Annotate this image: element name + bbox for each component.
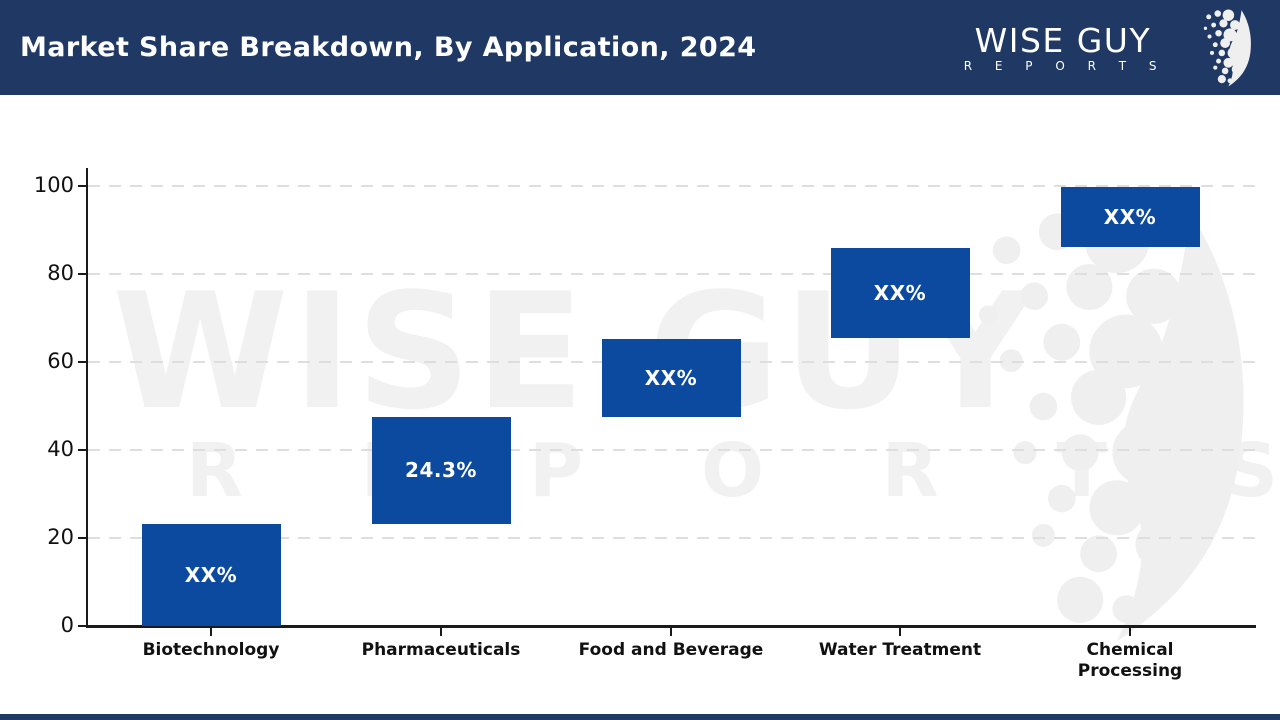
y-axis bbox=[86, 168, 88, 626]
y-tick bbox=[78, 185, 88, 187]
logo-text: WISE GUY R E P O R T S bbox=[960, 24, 1166, 72]
gridline bbox=[88, 449, 1256, 451]
x-tick bbox=[670, 628, 672, 636]
x-axis bbox=[86, 625, 1256, 628]
y-tick-label: 40 bbox=[47, 437, 74, 461]
category-label: Pharmaceuticals bbox=[361, 640, 521, 660]
y-tick-label: 20 bbox=[47, 525, 74, 549]
header-bar: Market Share Breakdown, By Application, … bbox=[0, 0, 1280, 95]
bar: XX% bbox=[601, 339, 741, 417]
x-tick bbox=[210, 628, 212, 636]
y-tick-label: 80 bbox=[47, 261, 74, 285]
y-tick bbox=[78, 625, 88, 627]
category-label: Biotechnology bbox=[142, 640, 280, 660]
bar-value-label: XX% bbox=[873, 280, 927, 305]
bar: XX% bbox=[141, 523, 281, 626]
y-tick-label: 100 bbox=[33, 173, 74, 197]
head-dots-icon bbox=[1203, 8, 1251, 87]
x-tick bbox=[899, 628, 901, 636]
y-tick bbox=[78, 361, 88, 363]
bar: 24.3% bbox=[371, 417, 511, 524]
gridline bbox=[88, 537, 1256, 539]
watermark-head-icon bbox=[979, 208, 1244, 642]
footer-bar bbox=[0, 714, 1280, 720]
category-label: Water Treatment bbox=[818, 640, 982, 660]
category-label: Chemical Processing bbox=[1077, 640, 1183, 681]
bar: XX% bbox=[1060, 186, 1200, 248]
y-tick bbox=[78, 449, 88, 451]
y-tick-label: 0 bbox=[60, 613, 74, 637]
page-title: Market Share Breakdown, By Application, … bbox=[20, 32, 757, 63]
y-tick-label: 60 bbox=[47, 349, 74, 373]
x-tick bbox=[1129, 628, 1131, 636]
x-tick bbox=[440, 628, 442, 636]
y-tick bbox=[78, 273, 88, 275]
logo-brand-line2: R E P O R T S bbox=[963, 58, 1166, 73]
gridline bbox=[88, 273, 1256, 275]
wiseguy-logo: WISE GUY R E P O R T S bbox=[960, 7, 1254, 89]
y-tick bbox=[78, 537, 88, 539]
gridline bbox=[88, 185, 1256, 187]
bar: XX% bbox=[830, 248, 970, 338]
bar-value-label: XX% bbox=[184, 562, 238, 587]
bar-value-label: XX% bbox=[1103, 205, 1157, 229]
bar-value-label: XX% bbox=[644, 366, 698, 391]
bar-value-label: 24.3% bbox=[405, 458, 477, 483]
category-label: Food and Beverage bbox=[578, 640, 764, 660]
logo-brand-line1: WISE GUY bbox=[974, 20, 1152, 60]
